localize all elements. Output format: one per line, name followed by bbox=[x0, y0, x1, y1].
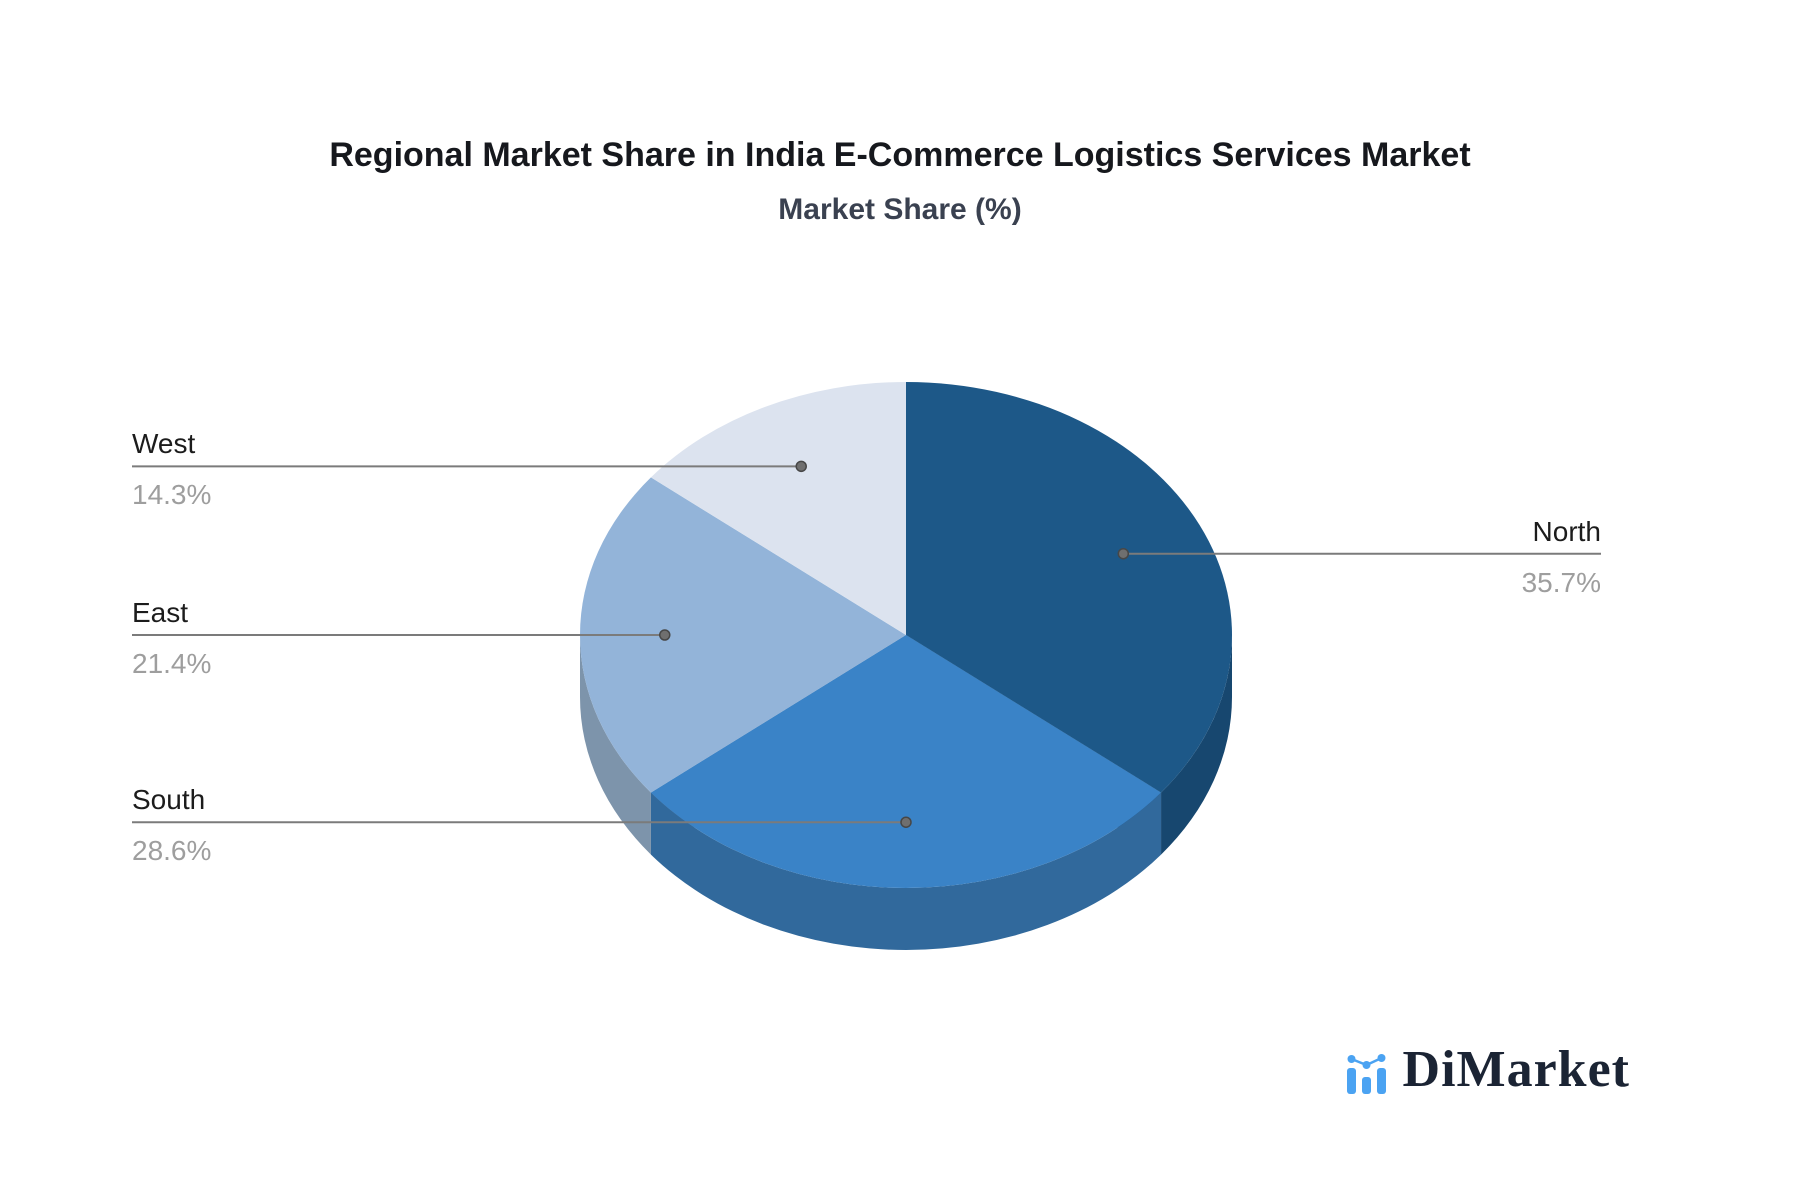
slice-label-east: East 21.4% bbox=[132, 596, 562, 681]
leader-dot-south bbox=[900, 816, 912, 828]
pie-slice-side-north bbox=[1161, 635, 1232, 855]
pie-slice-side-east bbox=[580, 635, 651, 855]
slice-value: 21.4% bbox=[132, 648, 212, 679]
slice-label-north: North 35.7% bbox=[1171, 515, 1601, 600]
brand-logo: DiMarket bbox=[1345, 1044, 1630, 1096]
leader-dot-west bbox=[795, 460, 807, 473]
slice-value: 14.3% bbox=[132, 479, 212, 511]
brand-logo-text: DiMarket bbox=[1402, 1041, 1630, 1098]
pie-slice-north bbox=[906, 382, 1232, 793]
logo-bar-1 bbox=[1346, 1068, 1356, 1094]
logo-dot-3 bbox=[1377, 1054, 1386, 1062]
pie-slice-east bbox=[580, 477, 906, 793]
slice-name: East bbox=[132, 597, 189, 628]
pie-slice-south bbox=[650, 635, 1162, 889]
slice-name: West bbox=[132, 428, 196, 460]
slice-label-south: South 28.6% bbox=[132, 783, 562, 868]
chart-subtitle: Market Share (%) bbox=[778, 193, 1022, 226]
slice-name: North bbox=[1532, 515, 1601, 547]
slice-value: 35.7% bbox=[1521, 566, 1601, 598]
logo-bar-2 bbox=[1361, 1077, 1371, 1094]
logo-dot-2 bbox=[1362, 1061, 1371, 1069]
slice-label-west: West 14.3% bbox=[132, 427, 562, 512]
logo-dot-1 bbox=[1347, 1055, 1356, 1063]
logo-bar-3 bbox=[1376, 1068, 1386, 1094]
pie-slice-west bbox=[650, 382, 906, 635]
pie-slice-side-south bbox=[650, 792, 1162, 950]
slice-name: South bbox=[132, 784, 206, 816]
brand-logo-chart-icon bbox=[1346, 1054, 1386, 1094]
chart-title: Regional Market Share in India E-Commerc… bbox=[329, 136, 1471, 174]
slice-value: 28.6% bbox=[132, 835, 212, 867]
leader-dot-east bbox=[659, 629, 671, 641]
leader-dot-north bbox=[1117, 547, 1130, 560]
